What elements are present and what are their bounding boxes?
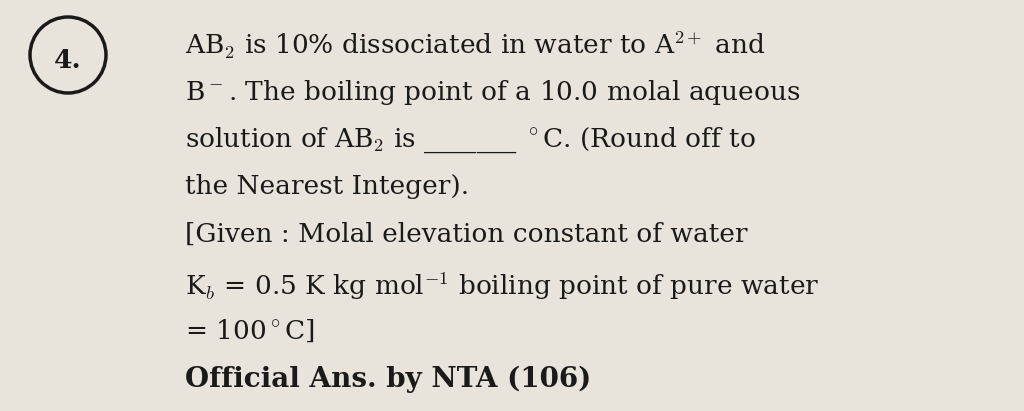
Text: 4.: 4. [54, 48, 82, 72]
Text: solution of AB$_2$ is _______ $^\circ$C. (Round off to: solution of AB$_2$ is _______ $^\circ$C.… [185, 126, 756, 155]
Text: Official Ans. by NTA (106): Official Ans. by NTA (106) [185, 366, 591, 393]
Text: = 100$^\circ$C]: = 100$^\circ$C] [185, 318, 314, 344]
Text: [Given : Molal elevation constant of water: [Given : Molal elevation constant of wat… [185, 222, 748, 247]
Text: K$_b$ = 0.5 K kg mol$^{-1}$ boiling point of pure water: K$_b$ = 0.5 K kg mol$^{-1}$ boiling poin… [185, 270, 819, 302]
Text: AB$_2$ is 10% dissociated in water to A$^{2+}$ and: AB$_2$ is 10% dissociated in water to A$… [185, 30, 766, 61]
Text: the Nearest Integer).: the Nearest Integer). [185, 174, 469, 199]
Text: B$^-$. The boiling point of a 10.0 molal aqueous: B$^-$. The boiling point of a 10.0 molal… [185, 78, 800, 107]
